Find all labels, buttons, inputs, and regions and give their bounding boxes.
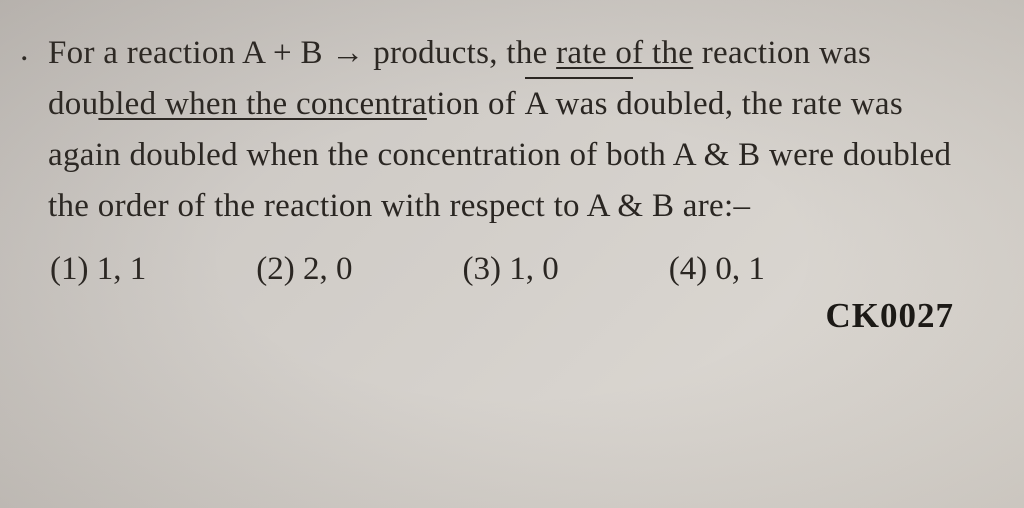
code-row: CK0027	[48, 296, 984, 336]
option-4: (4) 0, 1	[669, 251, 765, 288]
underlined-phrase: rate of the	[556, 35, 693, 71]
text-segment: tion of	[427, 86, 525, 122]
option-3: (3) 1, 0	[462, 251, 558, 288]
overlined-phrase: A was d	[525, 79, 633, 130]
underlined-phrase: bled when the concentra	[98, 86, 427, 122]
question-body: For a reaction A + B → products, the rat…	[48, 28, 984, 336]
options-row: (1) 1, 1 (2) 2, 0 (3) 1, 0 (4) 0, 1	[48, 251, 984, 288]
text-segment: For a reaction A + B → products, the	[48, 35, 556, 71]
option-2: (2) 2, 0	[256, 251, 352, 288]
question-bullet: .	[20, 28, 38, 336]
question-code: CK0027	[826, 296, 955, 335]
question-text: For a reaction A + B → products, the rat…	[48, 28, 984, 233]
question-block: . For a reaction A + B → products, the r…	[20, 28, 984, 336]
option-1: (1) 1, 1	[50, 251, 146, 288]
